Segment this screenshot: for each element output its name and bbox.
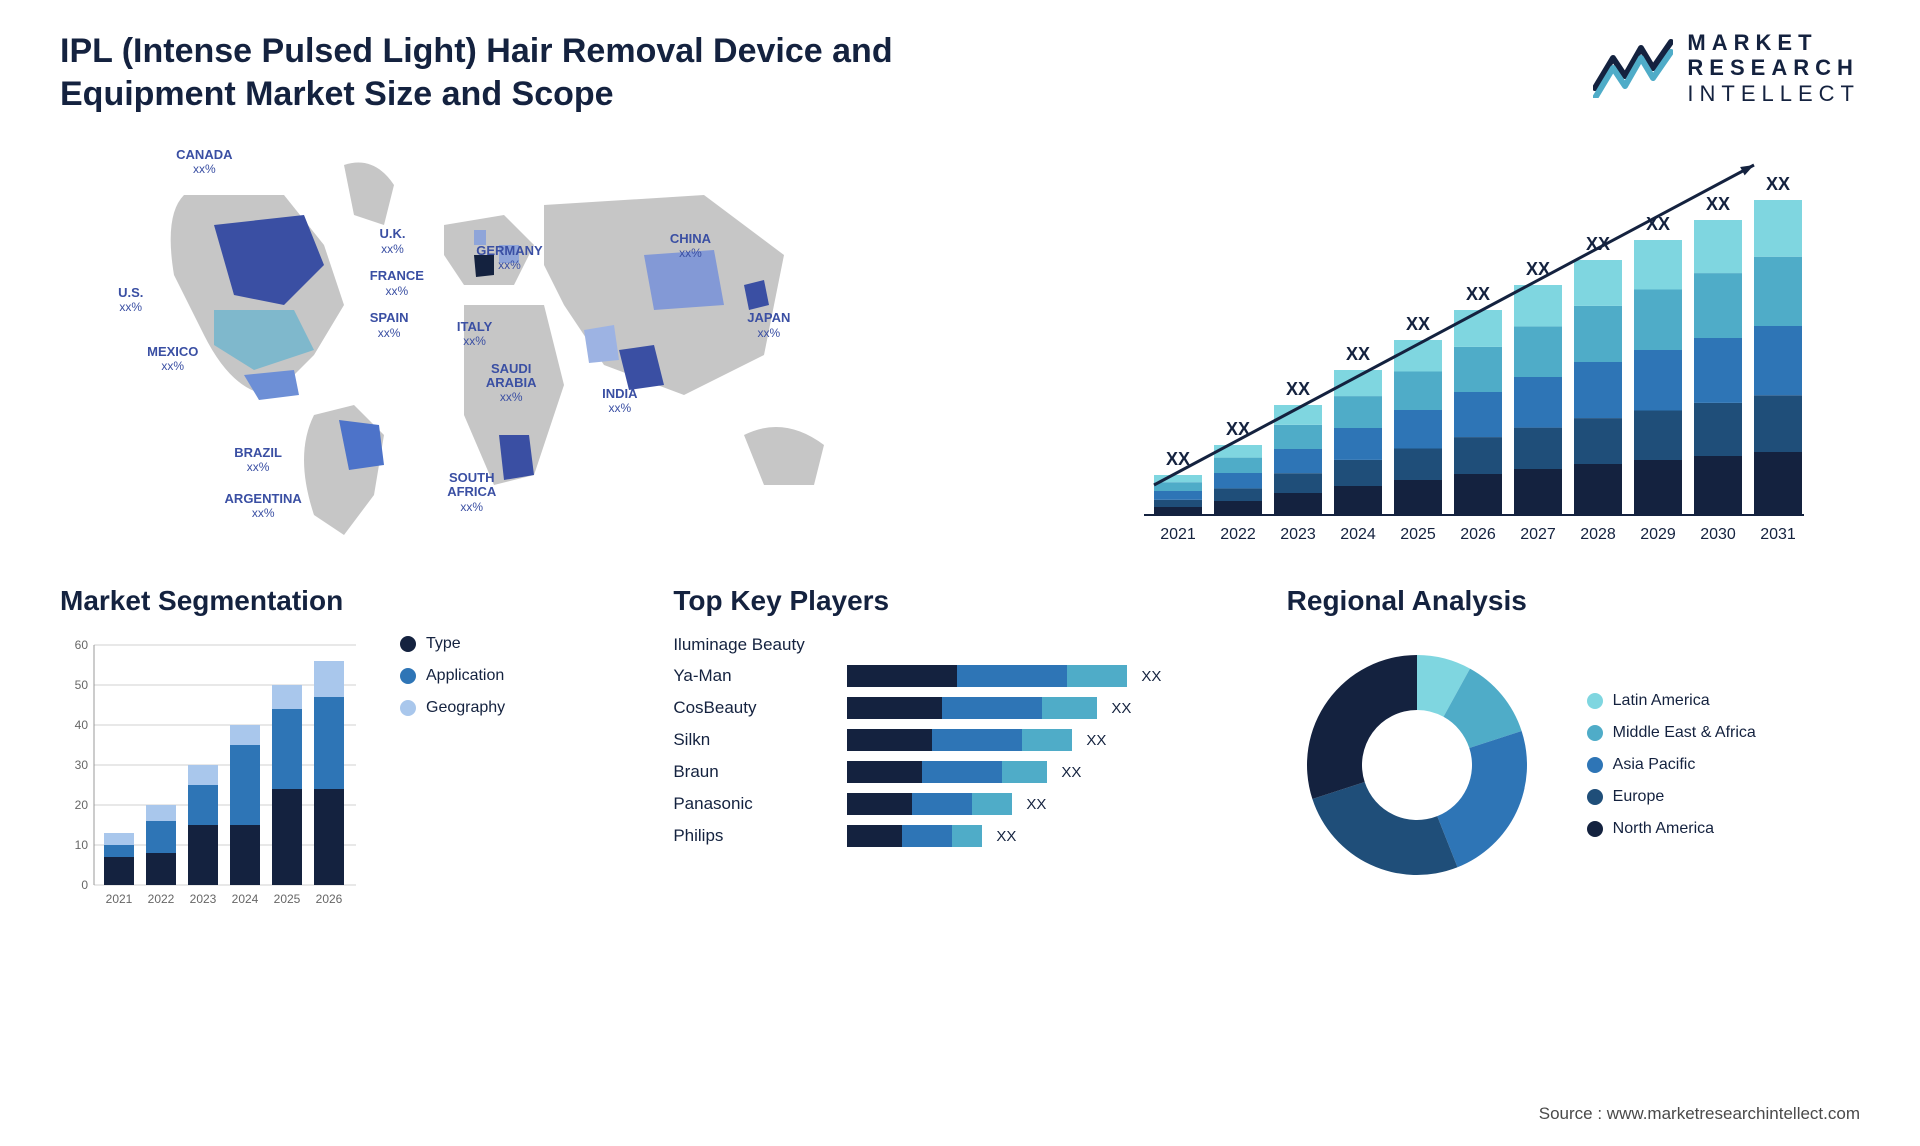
- svg-text:2022: 2022: [148, 892, 175, 906]
- map-label: ITALYxx%: [457, 320, 492, 349]
- svg-text:2022: 2022: [1220, 526, 1256, 543]
- svg-text:30: 30: [75, 758, 89, 772]
- svg-text:2025: 2025: [274, 892, 301, 906]
- brand-logo: MARKET RESEARCH INTELLECT: [1593, 30, 1860, 106]
- svg-text:50: 50: [75, 678, 89, 692]
- world-map-svg: [60, 135, 1028, 555]
- player-row: Iluminage Beauty: [673, 635, 1246, 655]
- player-value: XX: [1111, 700, 1131, 717]
- regional-legend: Latin America Middle East & Africa Asia Pa…: [1587, 692, 1756, 838]
- svg-text:XX: XX: [1286, 379, 1310, 399]
- player-name: Iluminage Beauty: [673, 635, 833, 655]
- player-row: Silkn XX: [673, 729, 1246, 751]
- player-row: CosBeauty XX: [673, 697, 1246, 719]
- player-row: Philips XX: [673, 825, 1246, 847]
- page-title: IPL (Intense Pulsed Light) Hair Removal …: [60, 30, 960, 115]
- player-value: XX: [1061, 764, 1081, 781]
- svg-text:XX: XX: [1406, 314, 1430, 334]
- svg-text:2029: 2029: [1640, 526, 1676, 543]
- map-label: SPAINxx%: [370, 311, 409, 340]
- svg-text:2031: 2031: [1760, 526, 1796, 543]
- player-row: Braun XX: [673, 761, 1246, 783]
- legend-item: Asia Pacific: [1587, 756, 1756, 774]
- map-label: ARGENTINAxx%: [225, 492, 302, 521]
- map-label: CANADAxx%: [176, 148, 232, 177]
- player-value: XX: [1086, 732, 1106, 749]
- svg-text:2021: 2021: [106, 892, 133, 906]
- map-label: U.S.xx%: [118, 286, 143, 315]
- svg-text:40: 40: [75, 718, 89, 732]
- player-row: Ya-Man XX: [673, 665, 1246, 687]
- player-name: Ya-Man: [673, 666, 833, 686]
- player-value: XX: [1026, 796, 1046, 813]
- map-label: CHINAxx%: [670, 232, 711, 261]
- source-attribution: Source : www.marketresearchintellect.com: [1539, 1104, 1860, 1124]
- svg-text:60: 60: [75, 638, 89, 652]
- svg-text:0: 0: [81, 878, 88, 892]
- player-name: Braun: [673, 762, 833, 782]
- svg-text:XX: XX: [1346, 344, 1370, 364]
- logo-line1: MARKET: [1687, 30, 1860, 55]
- legend-item: Middle East & Africa: [1587, 724, 1756, 742]
- player-bar: [847, 761, 1047, 783]
- legend-item: Type: [400, 635, 505, 653]
- player-bar: [847, 729, 1072, 751]
- svg-text:2024: 2024: [1340, 526, 1376, 543]
- player-name: Philips: [673, 826, 833, 846]
- legend-item: Latin America: [1587, 692, 1756, 710]
- world-map: CANADAxx% U.S.xx% MEXICOxx% BRAZILxx% ARGENT…: [60, 135, 1028, 555]
- player-bar: [847, 697, 1097, 719]
- svg-text:2030: 2030: [1700, 526, 1736, 543]
- svg-text:2028: 2028: [1580, 526, 1616, 543]
- svg-text:2025: 2025: [1400, 526, 1436, 543]
- svg-text:20: 20: [75, 798, 89, 812]
- player-row: Panasonic XX: [673, 793, 1246, 815]
- segmentation-legend: Type Application Geography: [400, 635, 505, 920]
- svg-text:XX: XX: [1166, 449, 1190, 469]
- map-label: JAPANxx%: [747, 311, 790, 340]
- players-panel: Top Key Players Iluminage Beauty Ya-Man XX…: [673, 585, 1246, 920]
- player-name: Panasonic: [673, 794, 833, 814]
- svg-text:2026: 2026: [1460, 526, 1496, 543]
- player-name: CosBeauty: [673, 698, 833, 718]
- legend-item: Europe: [1587, 788, 1756, 806]
- regional-title: Regional Analysis: [1287, 585, 1860, 617]
- player-bar: [847, 793, 1012, 815]
- map-label: FRANCExx%: [370, 269, 424, 298]
- map-label: BRAZILxx%: [234, 446, 282, 475]
- legend-item: Application: [400, 667, 505, 685]
- legend-item: North America: [1587, 820, 1756, 838]
- logo-line3: INTELLECT: [1687, 81, 1860, 106]
- svg-text:2027: 2027: [1520, 526, 1556, 543]
- segmentation-title: Market Segmentation: [60, 585, 633, 617]
- map-label: U.K.xx%: [379, 227, 405, 256]
- map-label: MEXICOxx%: [147, 345, 198, 374]
- growth-bar-chart: XX 2021 XX 2022 XX 2023 XX 2024 XX 2025 XX 2026 XX 20…: [1068, 135, 1860, 555]
- svg-text:2023: 2023: [1280, 526, 1316, 543]
- svg-text:XX: XX: [1706, 194, 1730, 214]
- svg-text:XX: XX: [1766, 174, 1790, 194]
- svg-text:2021: 2021: [1160, 526, 1196, 543]
- player-bar: [847, 825, 982, 847]
- player-bar: [847, 665, 1127, 687]
- svg-text:2023: 2023: [190, 892, 217, 906]
- svg-text:2024: 2024: [232, 892, 259, 906]
- map-label: GERMANYxx%: [476, 244, 542, 273]
- player-value: XX: [1141, 668, 1161, 685]
- segmentation-panel: Market Segmentation 0 10 20 30 40 50 60 2021 202…: [60, 585, 633, 920]
- map-label: SOUTHAFRICAxx%: [447, 471, 496, 514]
- player-name: Silkn: [673, 730, 833, 750]
- svg-text:XX: XX: [1466, 284, 1490, 304]
- svg-text:2026: 2026: [316, 892, 343, 906]
- legend-item: Geography: [400, 699, 505, 717]
- logo-mark-icon: [1593, 38, 1673, 98]
- map-label: SAUDIARABIAxx%: [486, 362, 537, 405]
- logo-line2: RESEARCH: [1687, 55, 1860, 80]
- svg-text:10: 10: [75, 838, 89, 852]
- players-title: Top Key Players: [673, 585, 1246, 617]
- regional-panel: Regional Analysis Latin America Middle Ea…: [1287, 585, 1860, 920]
- player-value: XX: [996, 828, 1016, 845]
- map-label: INDIAxx%: [602, 387, 637, 416]
